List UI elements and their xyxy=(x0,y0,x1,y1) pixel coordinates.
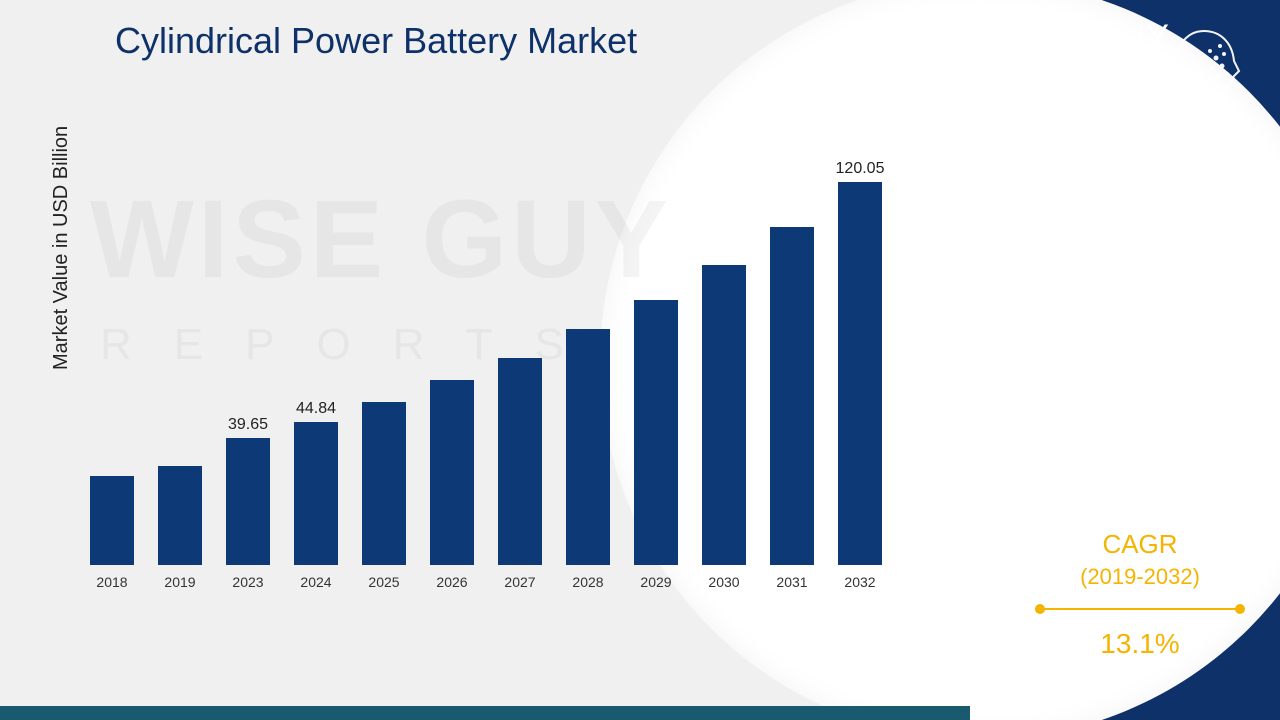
canvas: WISE GUY REPORTS Cylindrical Power Batte… xyxy=(0,0,1280,720)
x-tick-label: 2019 xyxy=(164,574,195,590)
x-tick-label: 2027 xyxy=(504,574,535,590)
bar: 120.05 xyxy=(838,182,882,565)
x-tick-label: 2026 xyxy=(436,574,467,590)
bar xyxy=(498,358,542,566)
bar: 39.65 xyxy=(226,438,270,565)
x-tick-label: 2031 xyxy=(776,574,807,590)
x-tick-label: 2029 xyxy=(640,574,671,590)
bottom-bar xyxy=(0,706,970,720)
bar xyxy=(634,300,678,565)
cagr-value: 13.1% xyxy=(1040,628,1240,660)
x-tick-label: 2028 xyxy=(572,574,603,590)
bar xyxy=(430,380,474,565)
bar xyxy=(90,476,134,565)
bar: 44.84 xyxy=(294,422,338,565)
brand-main-text: WISE GUY xyxy=(918,18,1170,57)
brand-sub-text: R E P O R T S xyxy=(918,55,1170,71)
bar xyxy=(362,402,406,565)
x-tick-label: 2023 xyxy=(232,574,263,590)
y-axis-label: Market Value in USD Billion xyxy=(50,126,73,370)
bar xyxy=(702,265,746,565)
bar xyxy=(566,329,610,565)
bar-value-label: 120.05 xyxy=(836,160,885,178)
cagr-range: (2019-2032) xyxy=(1040,564,1240,590)
chart-area: 39.65 44.84 120.05 2018 2019 2023 2024 2025 202… xyxy=(90,150,900,590)
brand-logo: WISE GUY R E P O R T S xyxy=(918,18,1250,71)
chart-title: Cylindrical Power Battery Market xyxy=(115,20,637,62)
cagr-divider xyxy=(1040,608,1240,610)
x-tick-label: 2018 xyxy=(96,574,127,590)
x-tick-label: 2025 xyxy=(368,574,399,590)
x-tick-label: 2030 xyxy=(708,574,739,590)
bar-value-label: 44.84 xyxy=(296,400,336,418)
head-icon xyxy=(1164,26,1244,116)
x-tick-label: 2032 xyxy=(844,574,875,590)
plot-region: 39.65 44.84 120.05 xyxy=(90,150,900,565)
bar xyxy=(770,227,814,565)
bar-value-label: 39.65 xyxy=(228,416,268,434)
cagr-block: CAGR (2019-2032) 13.1% xyxy=(1040,529,1240,660)
x-tick-label: 2024 xyxy=(300,574,331,590)
cagr-title: CAGR xyxy=(1040,529,1240,560)
bar xyxy=(158,466,202,565)
